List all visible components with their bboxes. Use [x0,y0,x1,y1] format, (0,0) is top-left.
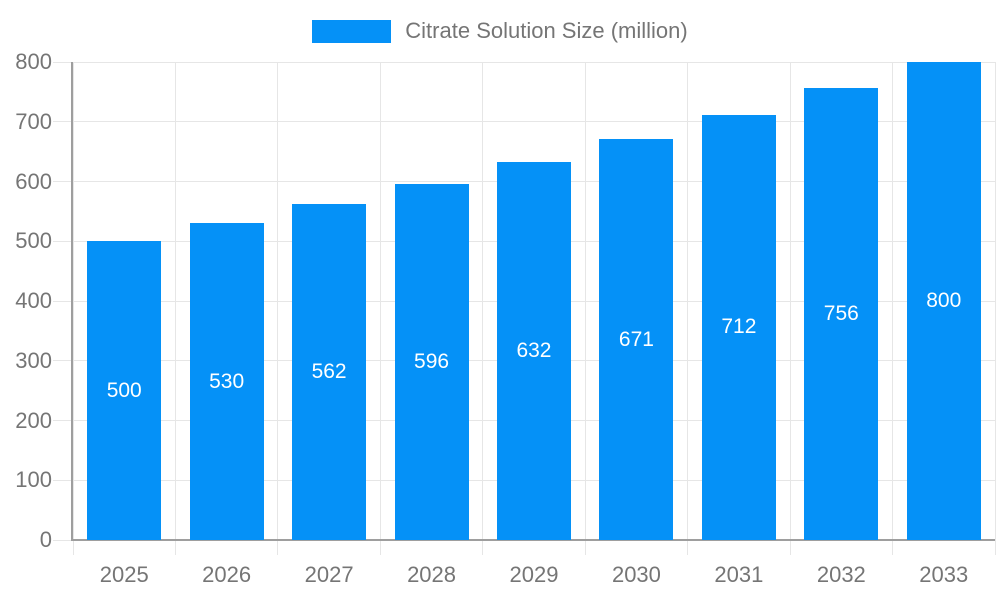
x-gridline [789,62,791,555]
y-axis-tick-label: 100 [15,467,52,493]
x-axis-line [71,539,995,541]
bar-2030[interactable] [599,139,674,540]
y-axis-tick-label: 700 [15,108,52,134]
y-axis-tick-label: 300 [15,347,52,373]
x-gridline [174,62,176,555]
bar-2027[interactable] [292,204,367,540]
x-axis-tick-label: 2033 [919,562,969,587]
x-axis-tick-label: 2030 [611,562,661,587]
x-gridline [72,62,74,555]
x-gridline [584,62,586,555]
y-axis-tick-label: 500 [15,228,52,254]
bar-2025[interactable] [87,241,162,540]
bar-2033[interactable] [906,62,981,540]
x-gridline [687,62,689,555]
x-axis-tick-label: 2027 [304,562,354,587]
x-axis-tick-label: 2028 [407,562,457,587]
x-axis-tick-label: 2025 [99,562,149,587]
bar-2028[interactable] [394,183,469,540]
y-gridline [53,121,995,123]
legend-label: Citrate Solution Size (million) [405,18,688,43]
bar-value-label: 671 [618,327,654,351]
bar-value-label: 596 [414,349,450,373]
bar-value-label: 632 [516,339,552,363]
bar-value-label: 500 [106,378,142,402]
x-gridline [277,62,279,555]
y-axis-tick-label: 600 [15,168,52,194]
y-axis-tick-label: 400 [15,288,52,313]
y-gridline [53,61,995,63]
x-gridline [379,62,381,555]
bar-2031[interactable] [701,114,776,540]
bar-value-label: 712 [721,315,757,339]
x-axis-tick-label: 2031 [714,562,764,587]
x-axis-tick-label: 2032 [816,562,866,587]
y-axis-tick-label: 800 [15,49,52,74]
bar-2032[interactable] [804,88,879,540]
bar-value-label: 530 [209,369,245,393]
x-axis-tick-label: 2029 [509,562,559,587]
bar-2029[interactable] [497,162,571,540]
y-axis-line [71,62,73,540]
y-axis-tick-label: 200 [15,407,52,433]
x-gridline [482,62,484,555]
y-axis-tick-label: 0 [39,527,52,552]
bar-2026[interactable] [189,223,264,540]
x-gridline [994,62,996,555]
bar-value-label: 756 [823,302,859,326]
bar-value-label: 800 [926,289,962,312]
x-axis-tick-label: 2026 [202,562,252,587]
bar-value-label: 562 [311,360,347,384]
chart-legend[interactable]: Citrate Solution Size (million) [0,17,1000,45]
legend-swatch [312,19,392,43]
x-gridline [892,62,894,555]
